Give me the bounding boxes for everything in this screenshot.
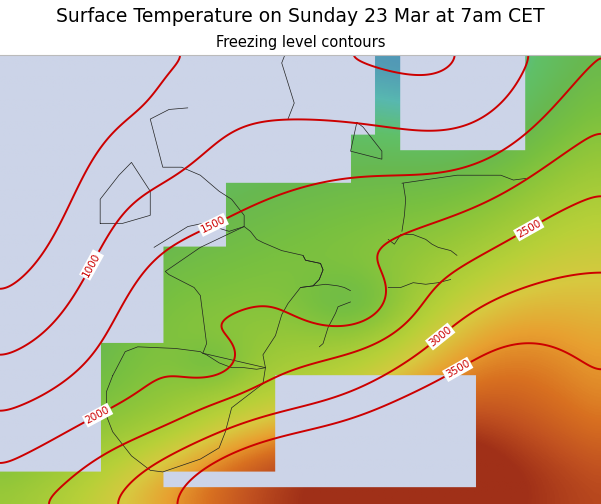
Text: 2500: 2500 [515, 218, 543, 239]
Text: 1500: 1500 [199, 215, 227, 235]
Text: 1000: 1000 [81, 251, 102, 279]
Text: 3500: 3500 [444, 358, 472, 380]
Text: Freezing level contours: Freezing level contours [216, 35, 385, 50]
Text: Surface Temperature on Sunday 23 Mar at 7am CET: Surface Temperature on Sunday 23 Mar at … [56, 7, 545, 26]
Text: 2000: 2000 [84, 405, 111, 426]
Text: 3000: 3000 [427, 325, 454, 349]
